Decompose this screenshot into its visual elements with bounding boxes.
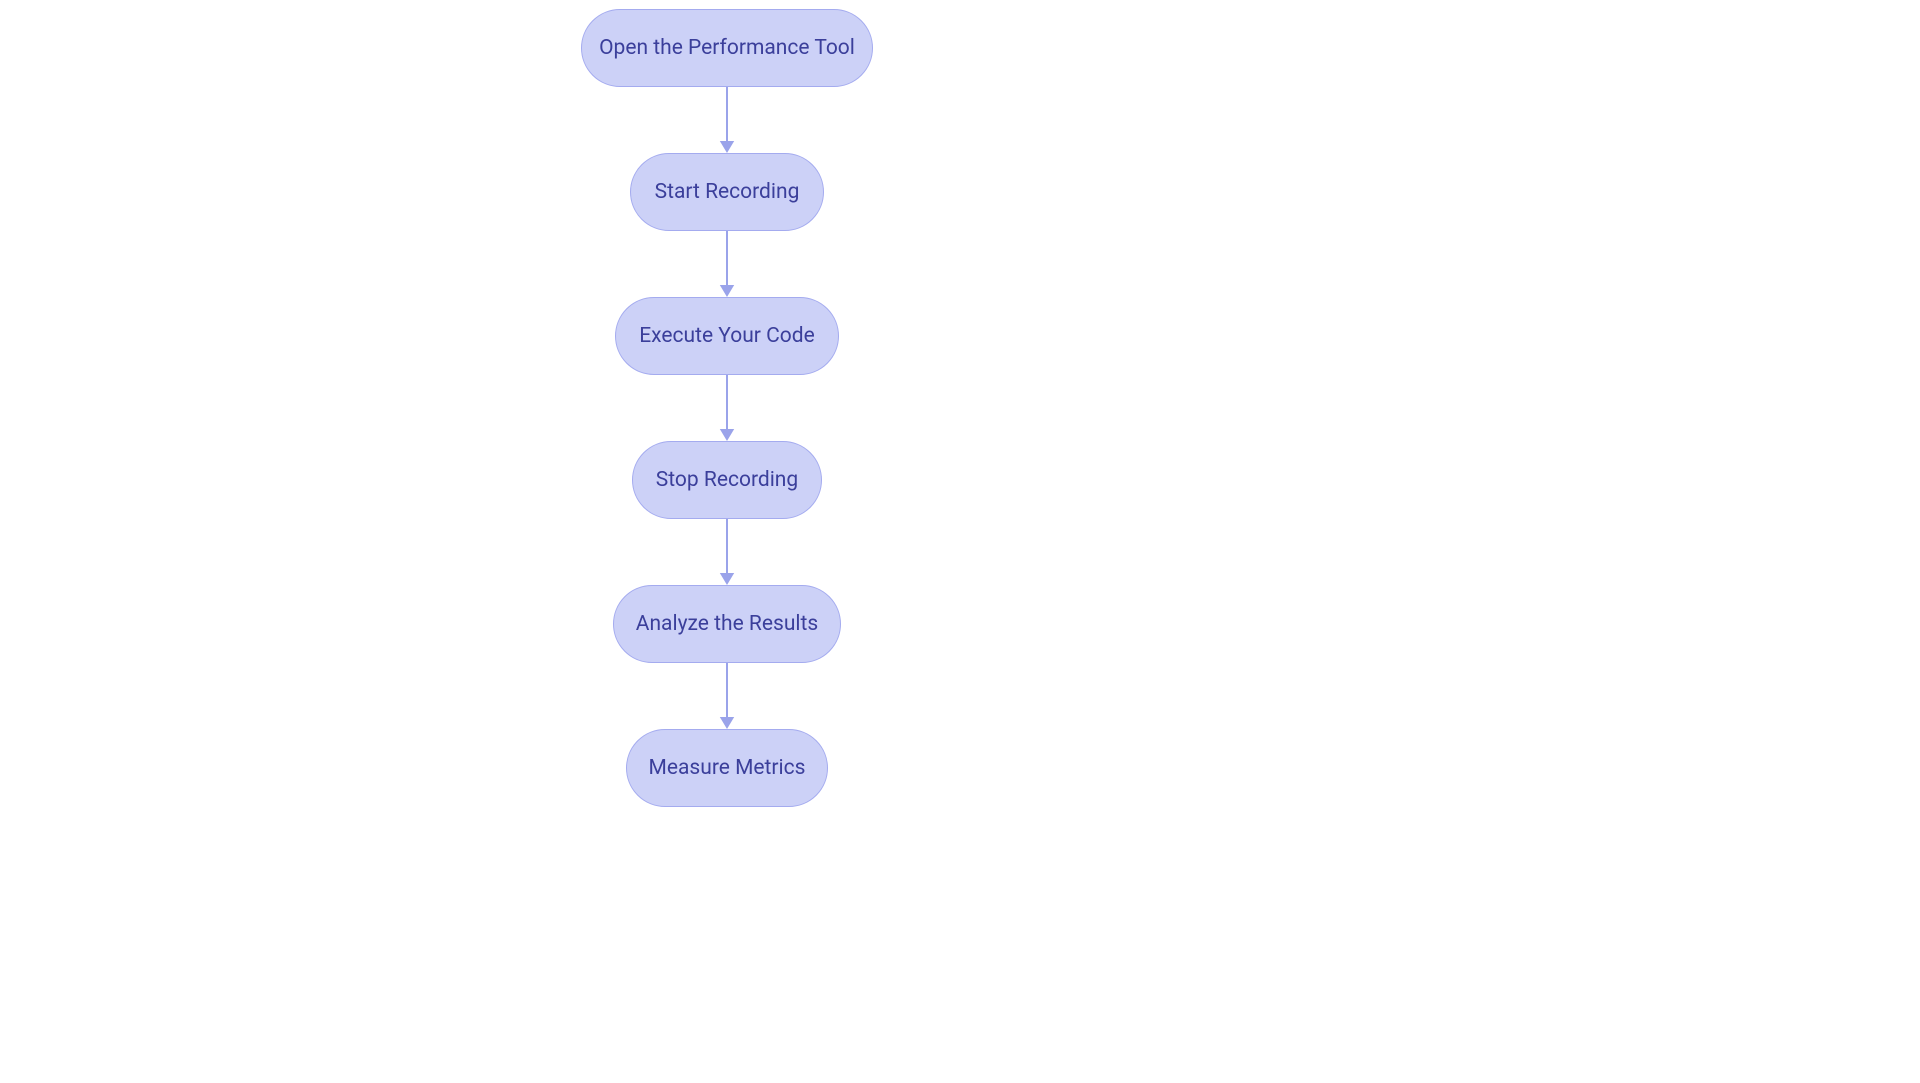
- flow-edge: [715, 519, 739, 585]
- flow-edge: [715, 87, 739, 153]
- flow-node-label: Measure Metrics: [649, 756, 806, 780]
- flow-node: Stop Recording: [632, 441, 822, 519]
- flow-node-label: Analyze the Results: [636, 612, 818, 636]
- flow-node: Open the Performance Tool: [581, 9, 873, 87]
- flow-node-label: Start Recording: [655, 180, 800, 204]
- flow-edge: [715, 375, 739, 441]
- flow-node: Measure Metrics: [626, 729, 828, 807]
- flow-edge: [715, 663, 739, 729]
- flow-edge: [715, 231, 739, 297]
- flow-node: Analyze the Results: [613, 585, 841, 663]
- flowchart-canvas: Open the Performance Tool Start Recording…: [0, 0, 1920, 1083]
- flow-node-label: Open the Performance Tool: [599, 36, 855, 60]
- flow-node: Start Recording: [630, 153, 824, 231]
- flow-node: Execute Your Code: [615, 297, 839, 375]
- flow-node-label: Execute Your Code: [639, 324, 815, 348]
- flow-node-label: Stop Recording: [656, 468, 798, 492]
